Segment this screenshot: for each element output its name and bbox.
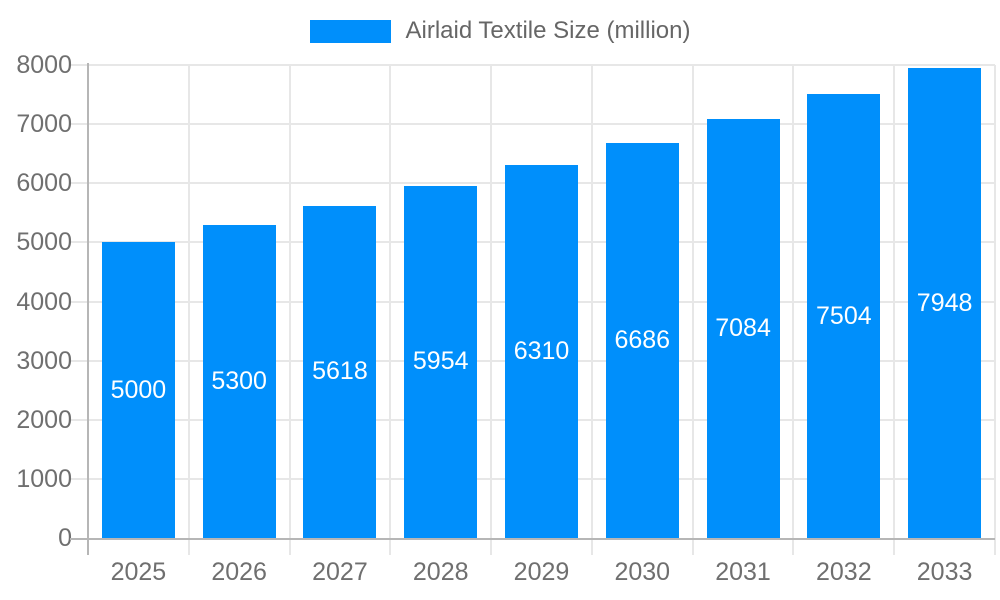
gridline-x [389, 65, 392, 555]
gridline-x [288, 65, 291, 555]
bar-2032[interactable]: 7504 [807, 94, 881, 538]
bar-value-label: 5954 [412, 347, 469, 376]
x-axis-tick-label-2029: 2029 [513, 558, 570, 586]
y-axis-tick-label: 0 [58, 524, 72, 552]
bar-value-label: 7504 [816, 301, 872, 330]
y-axis-tick-label: 3000 [16, 346, 72, 375]
x-axis-tick-label-2032: 2032 [816, 558, 872, 586]
gridline-y-7000 [70, 123, 995, 126]
y-axis-tick-label: 1000 [16, 464, 72, 493]
x-axis-tick-label-2026: 2026 [211, 558, 267, 586]
x-axis-tick-label-2033: 2033 [916, 558, 973, 586]
bar-value-label: 6686 [614, 325, 671, 354]
x-axis-tick-label-2025: 2025 [110, 558, 167, 586]
bar-2033[interactable]: 7948 [908, 68, 982, 538]
y-axis-tick-label: 7000 [16, 110, 72, 139]
x-axis-tick-label-2027: 2027 [312, 558, 368, 586]
y-axis-tick-label: 6000 [16, 169, 72, 198]
gridline-x [691, 65, 694, 555]
bar-value-label: 5300 [211, 366, 267, 395]
y-axis-tick-label: 2000 [16, 405, 72, 434]
legend-marker [309, 19, 391, 43]
bar-2031[interactable]: 7084 [706, 119, 780, 538]
bar-2027[interactable]: 5618 [303, 205, 377, 538]
gridline-x [893, 65, 896, 555]
bar-value-label: 7948 [916, 288, 973, 317]
x-axis-tick-label-2030: 2030 [614, 558, 671, 586]
legend[interactable]: Airlaid Textile Size (million) [0, 17, 1000, 45]
y-axis-tick-label: 4000 [16, 287, 72, 316]
gridline-x [792, 65, 795, 555]
bar-2029[interactable]: 6310 [505, 164, 578, 538]
gridline-x [994, 65, 996, 555]
bar-2030[interactable]: 6686 [605, 142, 679, 538]
x-axis-line [70, 538, 995, 540]
bar-2025[interactable]: 5000 [101, 242, 175, 538]
x-axis-tick-label-2031: 2031 [715, 558, 771, 586]
gridline-x [490, 65, 493, 555]
bar-value-label: 7084 [715, 314, 771, 343]
y-axis-tick-label: 5000 [16, 228, 72, 257]
y-axis-tick-label: 8000 [16, 51, 72, 79]
y-axis-line [87, 63, 89, 555]
legend-label: Airlaid Textile Size (million) [405, 17, 691, 44]
bar-value-label: 5618 [312, 357, 368, 386]
bar-2028[interactable]: 5954 [404, 185, 478, 538]
bar-value-label: 6310 [513, 336, 570, 365]
x-axis-tick-label-2028: 2028 [412, 558, 469, 586]
bar-2026[interactable]: 5300 [202, 224, 276, 538]
gridline-x [590, 65, 593, 555]
gridline-y-8000 [70, 64, 995, 66]
gridline-x [187, 65, 190, 555]
bar-value-label: 5000 [110, 375, 167, 404]
